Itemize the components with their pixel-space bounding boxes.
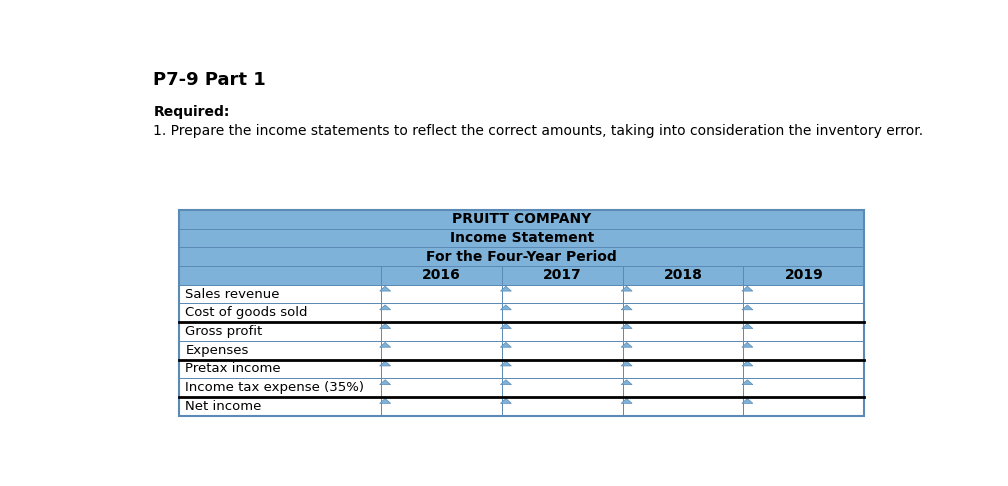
Text: 2017: 2017 <box>543 268 582 282</box>
Polygon shape <box>380 380 391 384</box>
Polygon shape <box>621 324 632 329</box>
Text: Gross profit: Gross profit <box>185 325 263 338</box>
Polygon shape <box>380 342 391 347</box>
Polygon shape <box>500 342 511 347</box>
Polygon shape <box>742 361 753 366</box>
Bar <box>502 303 623 322</box>
Bar <box>502 285 623 303</box>
Bar <box>744 397 864 416</box>
Polygon shape <box>500 286 511 291</box>
Bar <box>179 285 381 303</box>
Bar <box>381 360 502 378</box>
Polygon shape <box>621 286 632 291</box>
Polygon shape <box>742 399 753 403</box>
Bar <box>623 266 744 285</box>
Text: Cost of goods sold: Cost of goods sold <box>185 306 307 319</box>
Bar <box>179 322 381 341</box>
Bar <box>381 378 502 397</box>
Text: Required:: Required: <box>153 105 230 119</box>
Text: 1. Prepare the income statements to reflect the correct amounts, taking into con: 1. Prepare the income statements to refl… <box>153 124 923 138</box>
Bar <box>744 285 864 303</box>
Polygon shape <box>380 324 391 329</box>
Bar <box>502 322 623 341</box>
Text: 2018: 2018 <box>663 268 703 282</box>
Polygon shape <box>621 380 632 384</box>
Bar <box>623 397 744 416</box>
Text: PRUITT COMPANY: PRUITT COMPANY <box>452 212 592 226</box>
Bar <box>179 228 864 247</box>
Polygon shape <box>380 399 391 403</box>
Bar <box>623 360 744 378</box>
Polygon shape <box>500 380 511 384</box>
Bar <box>179 341 381 360</box>
Polygon shape <box>621 305 632 310</box>
Polygon shape <box>621 361 632 366</box>
Polygon shape <box>742 380 753 384</box>
Bar <box>744 266 864 285</box>
Text: P7-9 Part 1: P7-9 Part 1 <box>153 71 266 89</box>
Bar <box>381 266 502 285</box>
Polygon shape <box>742 286 753 291</box>
Text: Income Statement: Income Statement <box>450 231 594 245</box>
Polygon shape <box>621 399 632 403</box>
Text: 2019: 2019 <box>784 268 824 282</box>
Polygon shape <box>742 324 753 329</box>
Polygon shape <box>500 361 511 366</box>
Bar <box>744 322 864 341</box>
Bar <box>744 360 864 378</box>
Bar <box>744 341 864 360</box>
Bar <box>179 210 864 228</box>
Bar <box>179 266 381 285</box>
Bar <box>381 322 502 341</box>
Bar <box>179 303 381 322</box>
Polygon shape <box>742 305 753 310</box>
Bar <box>623 378 744 397</box>
Text: Net income: Net income <box>185 400 262 413</box>
Bar <box>381 397 502 416</box>
Polygon shape <box>500 399 511 403</box>
Bar <box>502 397 623 416</box>
Text: 2016: 2016 <box>422 268 461 282</box>
Polygon shape <box>742 342 753 347</box>
Bar <box>502 360 623 378</box>
Bar <box>179 247 864 266</box>
Text: For the Four-Year Period: For the Four-Year Period <box>426 250 617 264</box>
Bar <box>623 285 744 303</box>
Polygon shape <box>380 361 391 366</box>
Polygon shape <box>380 286 391 291</box>
Bar <box>502 266 623 285</box>
Bar <box>502 341 623 360</box>
Bar <box>502 378 623 397</box>
Polygon shape <box>500 305 511 310</box>
Bar <box>623 341 744 360</box>
Bar <box>381 285 502 303</box>
Bar <box>179 378 381 397</box>
Bar <box>623 303 744 322</box>
Bar <box>381 341 502 360</box>
Polygon shape <box>621 342 632 347</box>
Bar <box>381 303 502 322</box>
Bar <box>744 378 864 397</box>
Bar <box>744 303 864 322</box>
Polygon shape <box>380 305 391 310</box>
Text: Pretax income: Pretax income <box>185 363 281 375</box>
Bar <box>179 360 381 378</box>
Bar <box>179 210 864 416</box>
Text: Sales revenue: Sales revenue <box>185 288 280 300</box>
Bar <box>179 397 381 416</box>
Polygon shape <box>500 324 511 329</box>
Bar <box>623 322 744 341</box>
Text: Income tax expense (35%): Income tax expense (35%) <box>185 381 364 394</box>
Text: Expenses: Expenses <box>185 344 249 357</box>
